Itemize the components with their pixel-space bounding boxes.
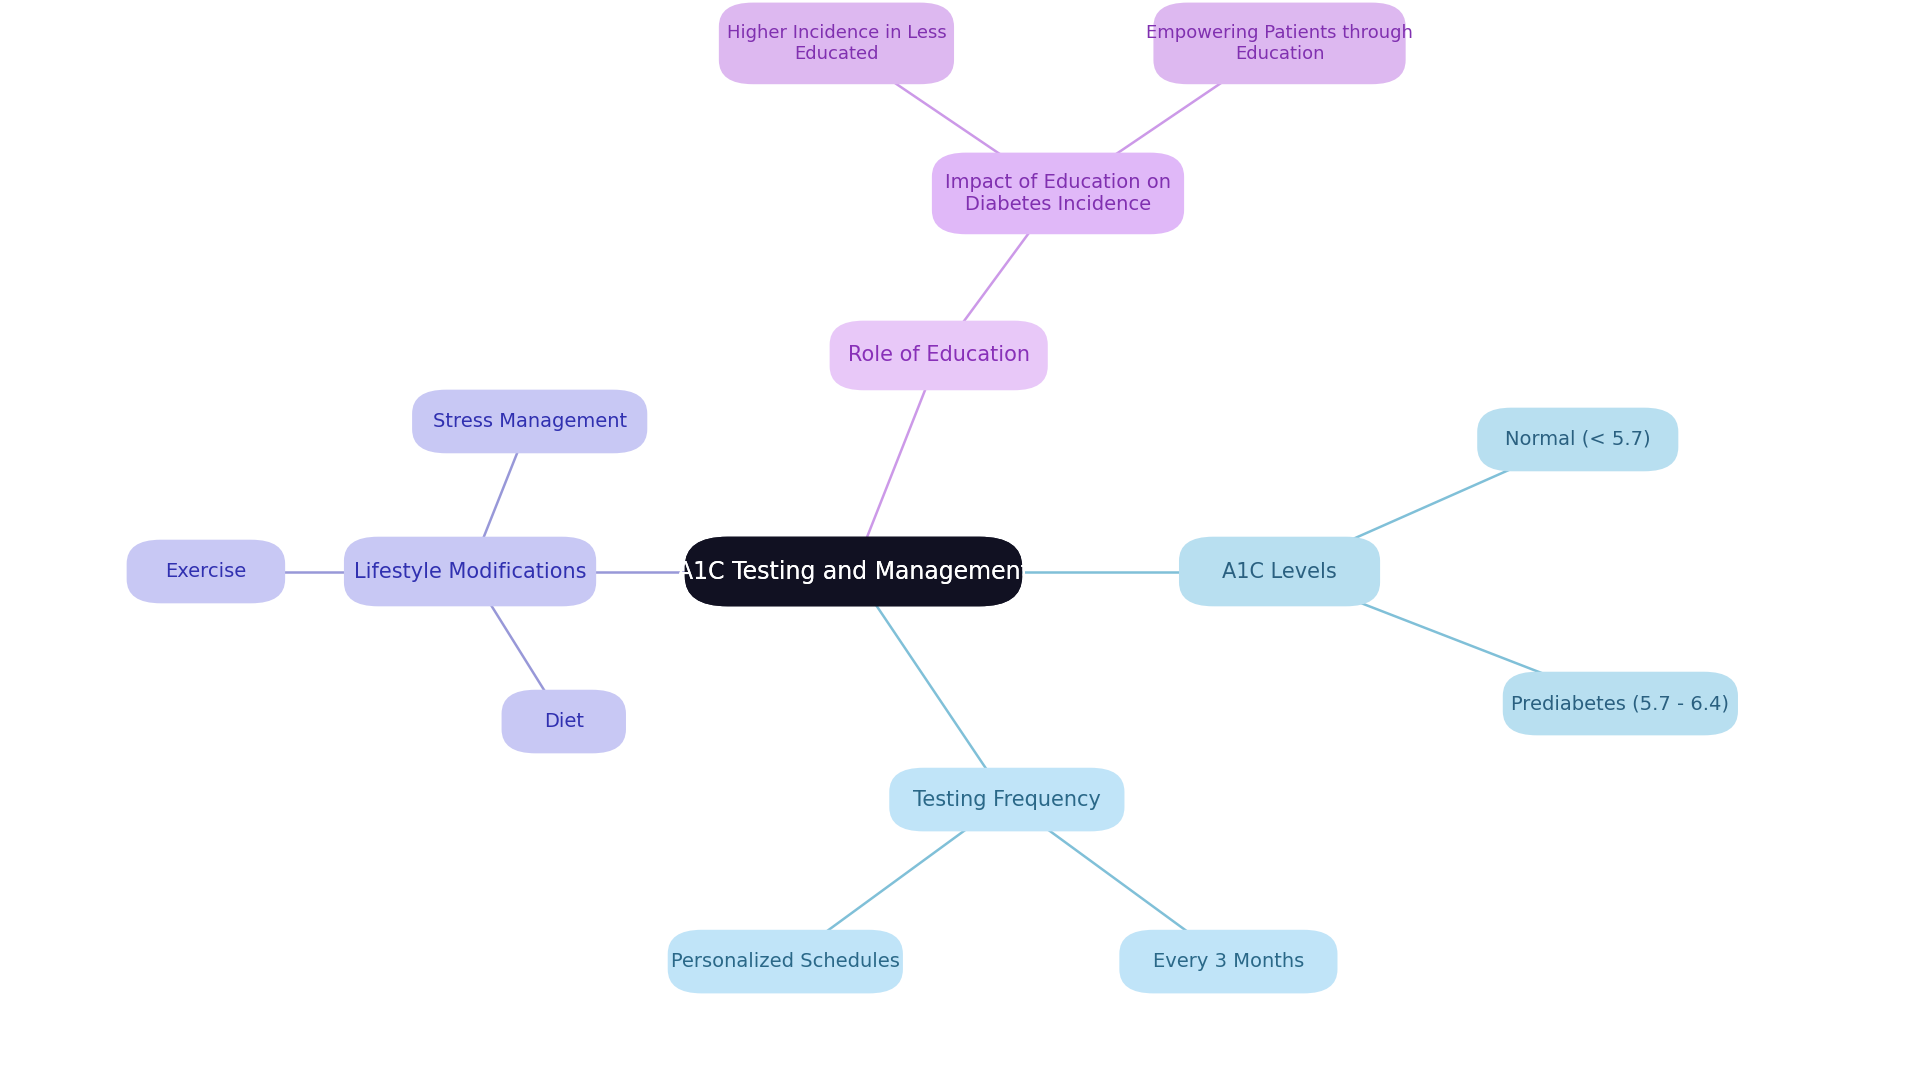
- Text: Personalized Schedules: Personalized Schedules: [670, 952, 900, 971]
- FancyBboxPatch shape: [889, 768, 1125, 832]
- Text: Impact of Education on
Diabetes Incidence: Impact of Education on Diabetes Incidenc…: [945, 173, 1171, 214]
- Text: Exercise: Exercise: [165, 562, 246, 580]
- Text: Higher Incidence in Less
Educated: Higher Incidence in Less Educated: [726, 24, 947, 63]
- Text: Normal (< 5.7): Normal (< 5.7): [1505, 430, 1651, 449]
- FancyBboxPatch shape: [668, 930, 902, 993]
- FancyBboxPatch shape: [501, 690, 626, 754]
- FancyBboxPatch shape: [718, 2, 954, 84]
- Text: Diet: Diet: [543, 712, 584, 731]
- FancyBboxPatch shape: [344, 537, 595, 606]
- Text: Testing Frequency: Testing Frequency: [912, 790, 1100, 810]
- Text: Empowering Patients through
Education: Empowering Patients through Education: [1146, 24, 1413, 63]
- Text: A1C Levels: A1C Levels: [1223, 561, 1336, 582]
- FancyBboxPatch shape: [829, 321, 1048, 390]
- Text: Stress Management: Stress Management: [432, 412, 626, 431]
- FancyBboxPatch shape: [1154, 2, 1405, 84]
- Text: A1C Testing and Management: A1C Testing and Management: [678, 560, 1029, 584]
- Text: Lifestyle Modifications: Lifestyle Modifications: [353, 561, 586, 582]
- Text: Every 3 Months: Every 3 Months: [1152, 952, 1304, 971]
- Text: Role of Education: Role of Education: [849, 345, 1029, 365]
- FancyBboxPatch shape: [127, 539, 286, 603]
- FancyBboxPatch shape: [1179, 537, 1380, 606]
- FancyBboxPatch shape: [1503, 671, 1738, 735]
- FancyBboxPatch shape: [931, 153, 1185, 234]
- FancyBboxPatch shape: [1476, 407, 1678, 471]
- FancyBboxPatch shape: [685, 537, 1021, 606]
- Text: A1C Testing and Management: A1C Testing and Management: [678, 560, 1029, 584]
- FancyBboxPatch shape: [685, 537, 1021, 606]
- FancyBboxPatch shape: [413, 390, 647, 454]
- FancyBboxPatch shape: [1119, 930, 1338, 993]
- Text: Prediabetes (5.7 - 6.4): Prediabetes (5.7 - 6.4): [1511, 694, 1730, 713]
